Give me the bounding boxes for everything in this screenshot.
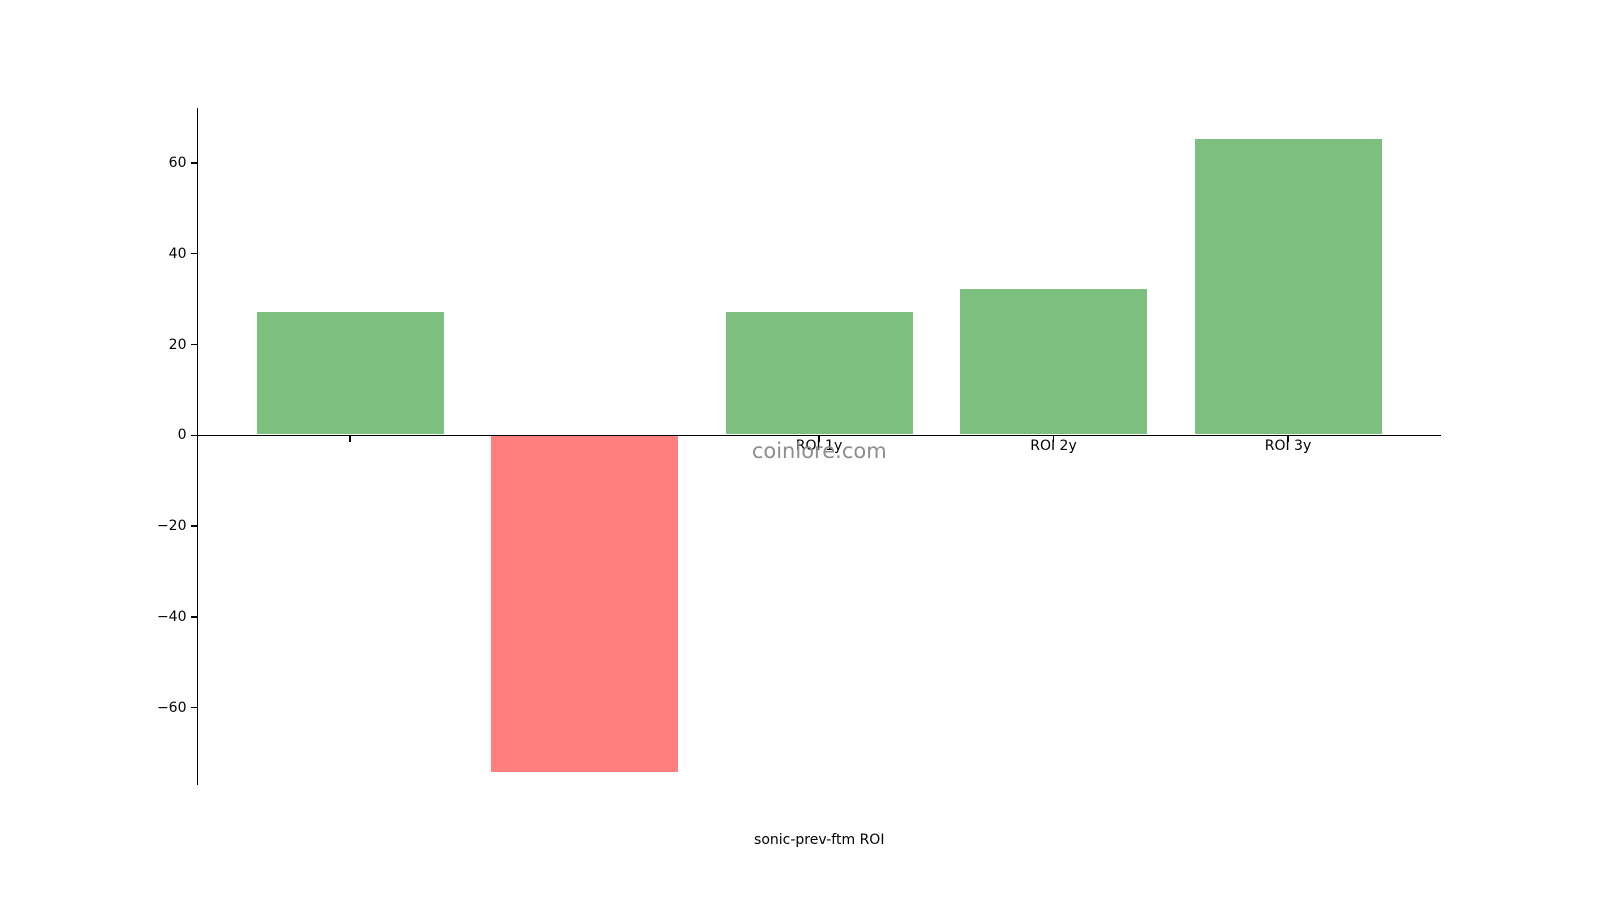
x-tick-mark	[349, 436, 351, 443]
x-tick-mark	[1052, 436, 1055, 443]
x-tick-label: ROI 3y	[1264, 437, 1312, 454]
x-axis-zero-line	[197, 434, 1441, 437]
y-tick-mark	[190, 525, 198, 527]
y-tick-label: −40	[156, 608, 187, 625]
watermark: coinlore.com	[751, 439, 887, 463]
chart-title: sonic-prev-ftm ROI	[754, 832, 885, 848]
x-tick-mark	[818, 436, 820, 443]
y-tick-mark	[190, 707, 198, 709]
x-tick-mark	[1287, 436, 1289, 443]
y-tick-label: 0	[177, 427, 187, 444]
bar-roi-2y	[960, 289, 1147, 435]
x-tick-label: ROI 1y	[795, 437, 843, 454]
y-tick-label: 40	[168, 245, 187, 262]
y-tick-label: 60	[168, 154, 187, 171]
y-tick-mark	[190, 253, 198, 255]
y-tick-mark	[190, 343, 198, 346]
bar-roi-1y	[725, 311, 913, 435]
x-tick-label: ROI 2y	[1030, 437, 1077, 454]
y-tick-mark	[190, 616, 198, 618]
y-tick-mark	[190, 162, 198, 164]
bar	[491, 436, 678, 773]
y-tick-label: 20	[168, 336, 187, 353]
bar	[256, 311, 444, 435]
y-axis-spine	[196, 108, 199, 785]
y-tick-label: −60	[156, 699, 187, 716]
bar-roi-3y	[1194, 139, 1382, 435]
y-tick-label: −20	[156, 518, 187, 535]
y-tick-mark	[190, 434, 198, 436]
